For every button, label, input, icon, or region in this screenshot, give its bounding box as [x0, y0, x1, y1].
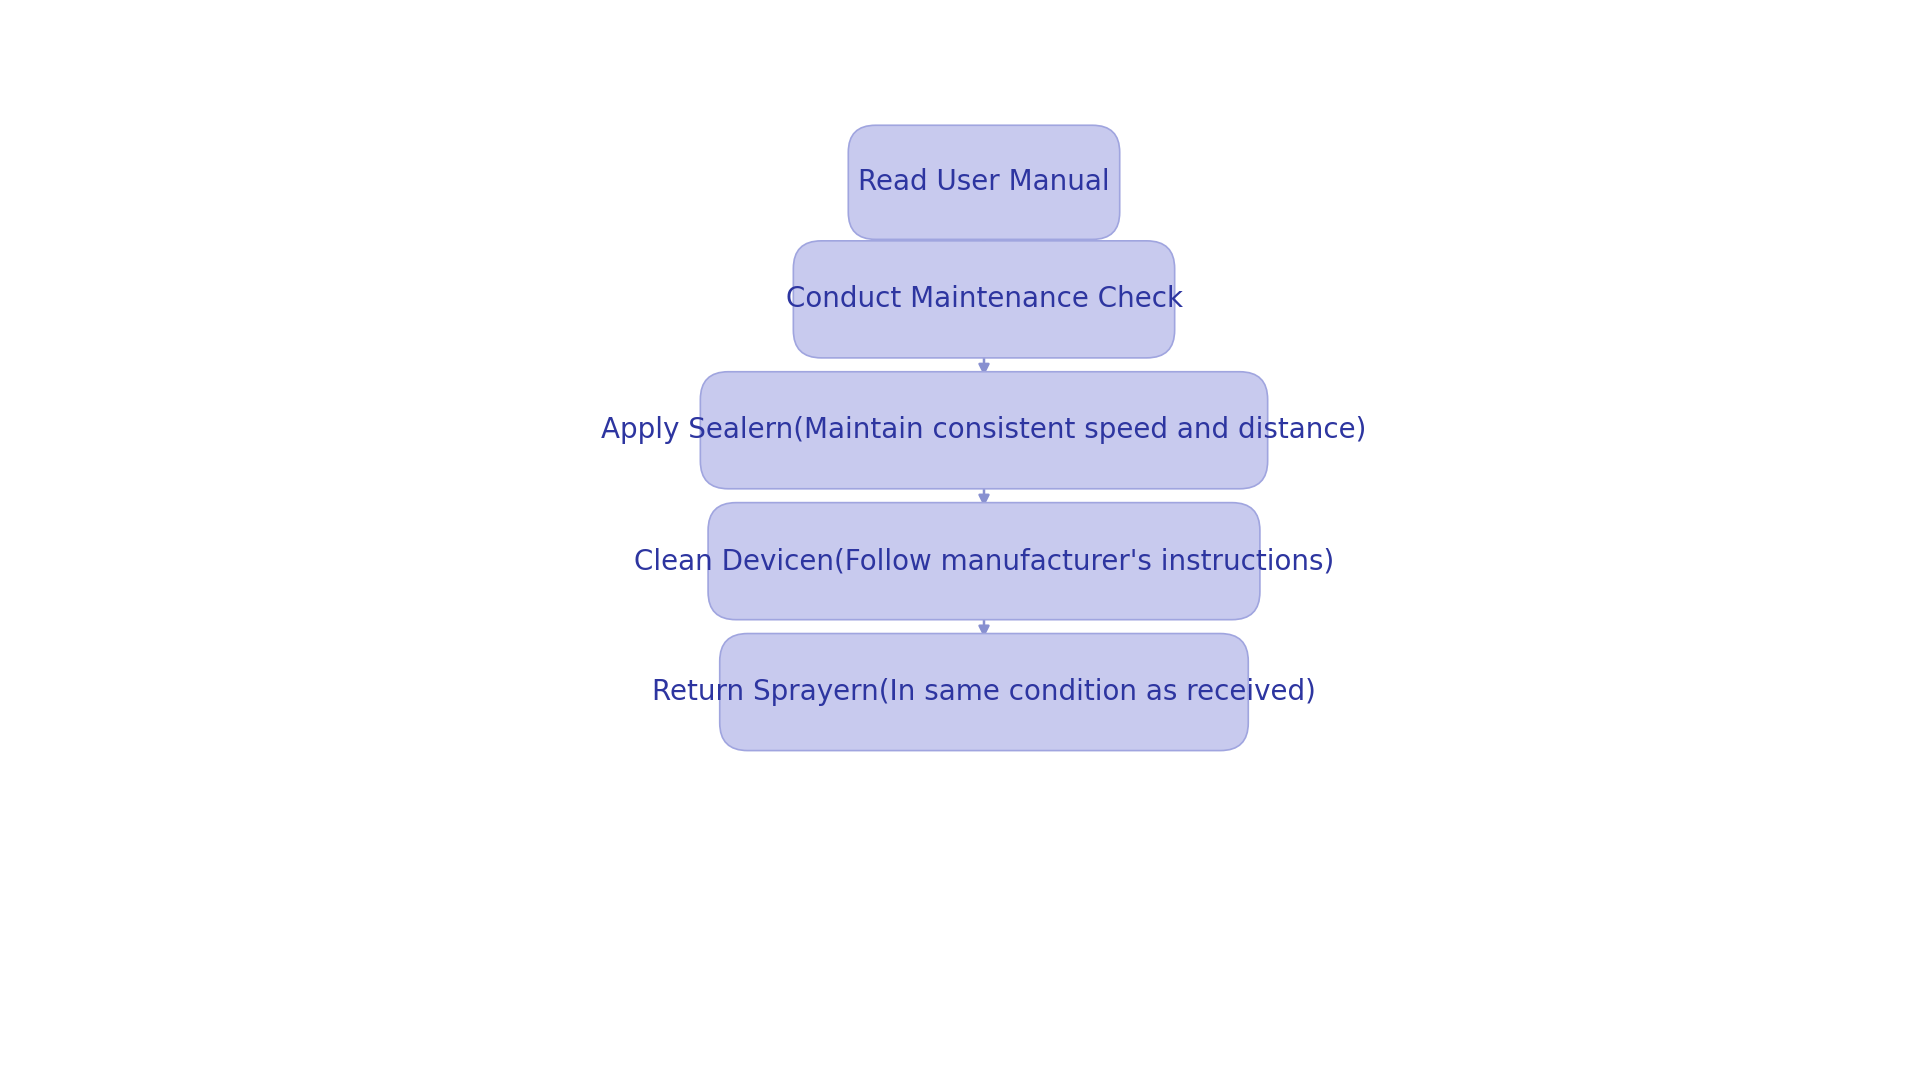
Text: Read User Manual: Read User Manual [858, 168, 1110, 196]
FancyBboxPatch shape [708, 503, 1260, 619]
FancyBboxPatch shape [849, 126, 1119, 239]
Text: Return Sprayern(In same condition as received): Return Sprayern(In same condition as rec… [653, 678, 1315, 706]
Text: Apply Sealern(Maintain consistent speed and distance): Apply Sealern(Maintain consistent speed … [601, 416, 1367, 444]
Text: Conduct Maintenance Check: Conduct Maintenance Check [785, 285, 1183, 313]
Text: Clean Devicen(Follow manufacturer's instructions): Clean Devicen(Follow manufacturer's inst… [634, 547, 1334, 575]
FancyBboxPatch shape [701, 371, 1267, 488]
FancyBboxPatch shape [793, 240, 1175, 357]
FancyBboxPatch shape [720, 634, 1248, 751]
